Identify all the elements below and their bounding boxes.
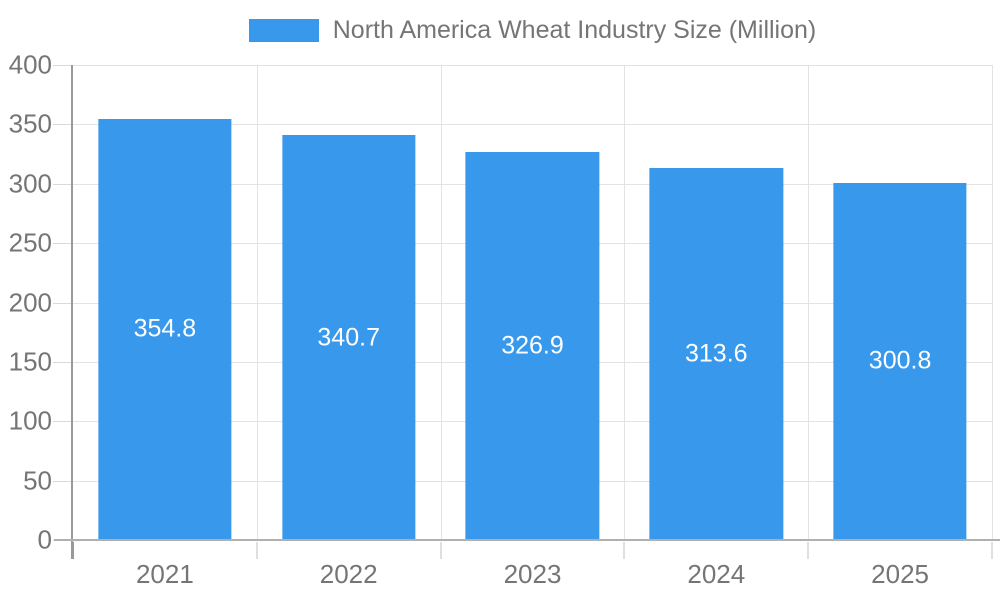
x-axis-tick [623,542,626,559]
x-axis-tick-label: 2021 [135,559,194,589]
y-axis-tick [53,183,73,185]
y-axis-tick [53,361,73,363]
bar-value-label: 354.8 [133,314,197,343]
y-axis-tick-label: 300 [8,168,52,199]
gridline-horizontal [73,65,992,66]
x-axis-line [54,539,1000,541]
bar-value-label: 313.6 [685,339,748,368]
bar-cell: 300.8 [808,65,992,540]
y-axis-tick [53,243,73,245]
x-axis-tick [991,542,993,559]
y-axis-tick [53,480,73,482]
legend-label: North America Wheat Industry Size (Milli… [332,15,817,44]
x-axis-tick-label: 2022 [319,559,378,589]
x-axis-tick-label: 2025 [871,559,929,589]
y-axis-tick-label: 100 [8,405,52,436]
gridline-vertical [992,65,993,540]
bar-value-label: 300.8 [868,346,932,375]
y-axis-tick-label: 0 [37,524,52,555]
y-axis-tick [53,65,73,66]
chart-legend[interactable]: North America Wheat Industry Size (Milli… [73,15,992,45]
bar-value-label: 326.9 [501,331,564,360]
bar-cell: 340.7 [257,65,441,540]
bar-cell: 313.6 [624,65,808,540]
plot-area: 0 50 100 150 200 250 300 350 400 354.8 2021 340.7 20… [9,50,1000,589]
x-axis-tick [72,542,74,559]
y-axis-tick-label: 150 [8,346,52,377]
x-axis-tick-label: 2023 [503,559,562,589]
bar[interactable]: 354.8 [98,118,232,540]
bar[interactable]: 340.7 [282,135,416,540]
x-axis-tick [439,542,442,559]
x-axis-tick [255,542,258,559]
gridline-vertical [440,65,442,540]
gridline-vertical [808,65,810,540]
bar-cell: 326.9 [441,65,625,540]
y-axis-tick [53,421,73,423]
y-axis-tick-label: 400 [8,49,52,80]
gridline-vertical [624,65,626,540]
y-axis-tick [53,124,73,126]
y-axis-tick-label: 250 [8,227,52,258]
bar[interactable]: 300.8 [833,182,967,540]
y-axis-tick [53,302,73,304]
bar[interactable]: 326.9 [465,151,600,540]
bar-cell: 354.8 [73,65,257,540]
y-axis-tick-label: 200 [8,287,52,317]
bar[interactable]: 313.6 [649,167,783,540]
y-axis-line [71,65,73,559]
legend-swatch-icon [248,18,319,42]
x-axis-tick-label: 2024 [687,559,746,589]
gridline-vertical [256,65,258,540]
gridline-horizontal [73,124,992,126]
x-axis-tick [807,542,810,559]
y-axis-tick-label: 350 [8,108,52,139]
y-axis-tick-label: 50 [23,465,52,496]
bar-value-label: 340.7 [317,323,380,352]
